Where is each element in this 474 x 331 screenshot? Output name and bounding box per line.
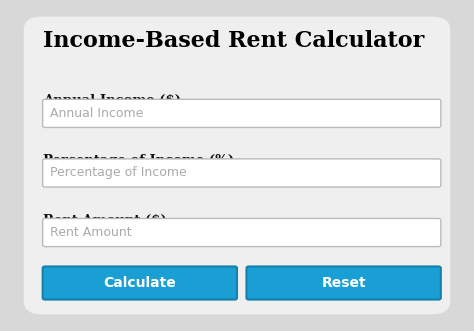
FancyBboxPatch shape	[43, 159, 441, 187]
FancyBboxPatch shape	[246, 266, 441, 300]
Text: Annual Income ($): Annual Income ($)	[43, 94, 181, 107]
Text: Rent Amount: Rent Amount	[50, 226, 131, 239]
FancyBboxPatch shape	[43, 266, 237, 300]
Text: Reset: Reset	[321, 276, 366, 290]
Text: Calculate: Calculate	[103, 276, 176, 290]
Text: Income-Based Rent Calculator: Income-Based Rent Calculator	[43, 30, 424, 52]
FancyBboxPatch shape	[43, 99, 441, 127]
FancyBboxPatch shape	[24, 17, 450, 314]
Text: Rent Amount ($): Rent Amount ($)	[43, 213, 166, 226]
Text: Percentage of Income: Percentage of Income	[50, 166, 187, 179]
FancyBboxPatch shape	[43, 218, 441, 247]
Text: Annual Income: Annual Income	[50, 107, 143, 120]
Text: Percentage of Income (%): Percentage of Income (%)	[43, 154, 234, 167]
